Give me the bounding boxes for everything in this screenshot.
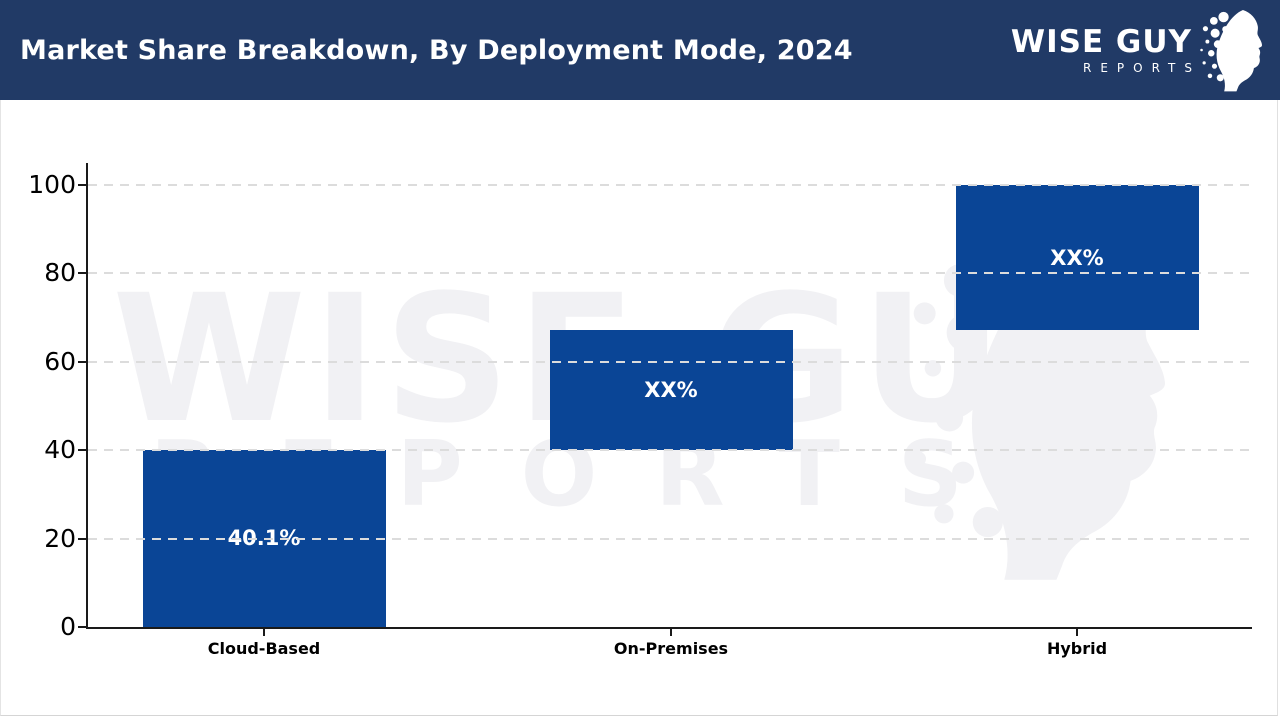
bar-value-label: XX% [1050,245,1104,270]
wise-guy-logo: WISE GUY REPORTS [1011,8,1266,92]
y-axis-tick [78,449,87,452]
y-axis-tick-label: 40 [44,435,76,465]
y-axis-tick [78,360,87,363]
wise-guy-face-icon [1200,9,1263,92]
y-axis-tick [78,272,87,275]
y-gridline [88,184,1252,187]
x-axis-tick [670,629,672,636]
x-axis-category-label: Hybrid [1046,639,1108,658]
x-axis-tick [1076,629,1078,636]
y-axis-tick-label: 80 [44,258,76,288]
market-share-bar: XX% [955,185,1199,331]
x-axis-tick [263,629,265,636]
y-axis-tick [78,626,87,628]
bar-value-label: XX% [644,377,698,402]
market-share-bar: XX% [549,330,793,450]
y-gridline [88,537,1252,540]
y-axis-tick-label: 0 [60,612,76,641]
logo-brand-sub: REPORTS [1082,60,1201,75]
y-axis-tick-label: 100 [28,170,76,200]
wise-guy-logo-text: WISE GUY REPORTS [1010,23,1192,74]
y-gridline [88,272,1252,275]
y-axis-tick [78,184,87,187]
y-axis-tick-label: 20 [44,523,76,553]
page-title: Market Share Breakdown, By Deployment Mo… [20,34,853,66]
y-gridline [88,449,1252,452]
x-axis-category-label: On-Premises [613,639,729,658]
y-axis-tick [78,537,87,540]
x-axis-line [86,627,1252,629]
y-axis-tick-label: 60 [44,346,76,376]
x-axis-category-label: Cloud-Based [207,639,321,658]
header-bar: Market Share Breakdown, By Deployment Mo… [0,0,1280,100]
y-axis-line [86,163,88,629]
y-gridline [88,360,1252,363]
logo-brand-name: WISE GUY [1010,23,1192,60]
